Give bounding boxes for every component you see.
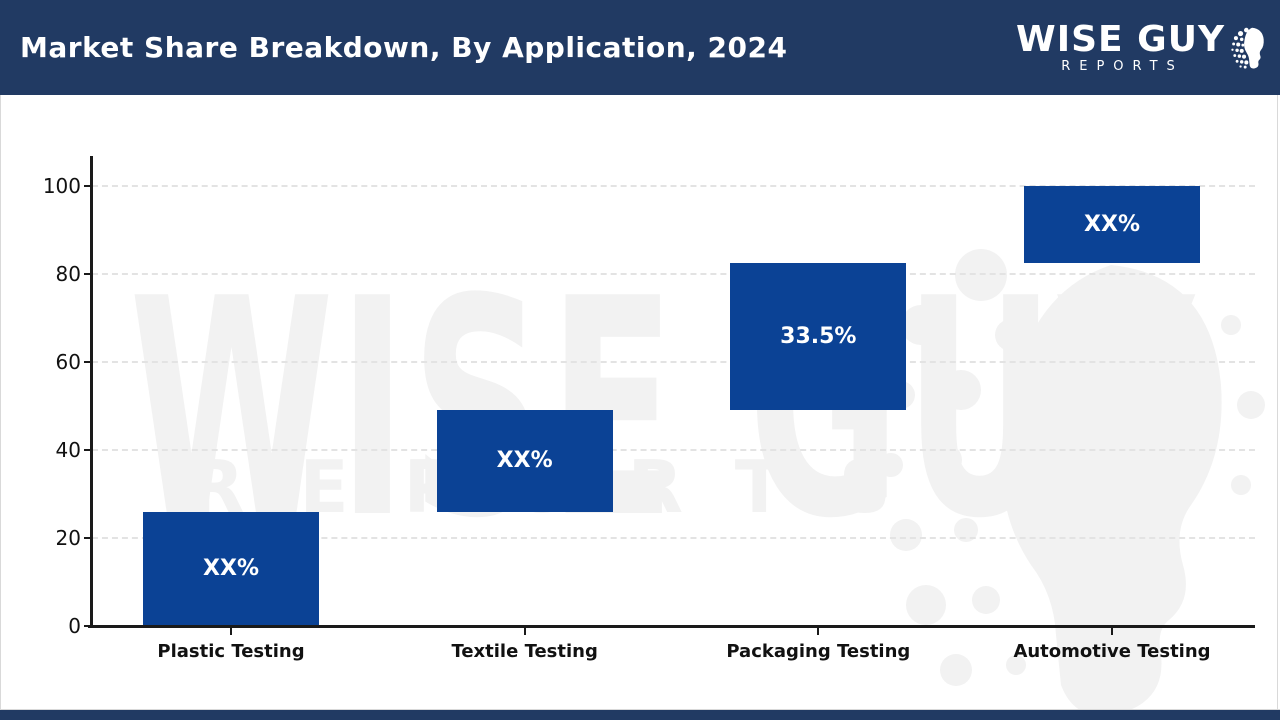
x-tick-mark-0 (230, 627, 232, 635)
y-tick-label-40: 40 (55, 438, 81, 462)
footer-divider (0, 709, 1280, 710)
x-category-label-2: Packaging Testing (726, 641, 911, 662)
footer-bar (0, 710, 1280, 720)
header-bar: Market Share Breakdown, By Application, … (0, 0, 1280, 95)
bar-textile-testing: XX% (436, 410, 613, 512)
x-axis-line (88, 625, 1255, 628)
y-tick-mark-20 (84, 537, 91, 539)
y-tick-mark-40 (84, 449, 91, 451)
page-title: Market Share Breakdown, By Application, … (20, 31, 788, 64)
wise-guy-logo: WISE GUY REPORTS (1016, 8, 1266, 88)
y-tick-mark-0 (84, 625, 91, 627)
x-category-label-1: Textile Testing (451, 641, 598, 662)
x-category-label-0: Plastic Testing (157, 641, 305, 662)
x-tick-mark-1 (523, 627, 526, 635)
y-tick-mark-60 (84, 361, 91, 363)
gridline-100 (92, 185, 1255, 187)
x-tick-mark-2 (817, 627, 820, 635)
y-axis-line (90, 156, 93, 627)
y-tick-mark-80 (84, 273, 91, 275)
y-tick-label-100: 100 (42, 174, 81, 198)
gridline-40 (92, 449, 1255, 451)
y-tick-label-60: 60 (55, 350, 81, 374)
y-tick-label-0: 0 (68, 614, 81, 638)
y-tick-label-80: 80 (55, 262, 81, 286)
logo-subtitle: REPORTS (1061, 59, 1184, 74)
logo-text: WISE GUY REPORTS (1016, 21, 1225, 75)
y-tick-label-20: 20 (55, 526, 81, 550)
chart-canvas: WISE GUY REPORTS 020406080100XX%Plastic … (0, 95, 1278, 709)
y-tick-mark-100 (84, 185, 91, 187)
head-profile-dots-icon (1231, 27, 1264, 69)
bar-value-label: 33.5% (780, 324, 857, 350)
gridline-80 (92, 273, 1255, 275)
bar-plastic-testing: XX% (143, 511, 319, 626)
logo-wordmark: WISE GUY (1016, 19, 1226, 60)
bar-value-label: XX% (496, 448, 553, 474)
bar-automotive-testing: XX% (1024, 186, 1200, 263)
bar-value-label: XX% (203, 556, 259, 582)
bar-value-label: XX% (1084, 212, 1140, 237)
gridline-20 (92, 537, 1255, 539)
x-category-label-3: Automotive Testing (1013, 641, 1211, 662)
bar-packaging-testing: 33.5% (730, 263, 907, 411)
x-tick-mark-3 (1111, 627, 1113, 635)
watermark-head-dots (879, 249, 1265, 709)
gridline-60 (92, 361, 1255, 363)
